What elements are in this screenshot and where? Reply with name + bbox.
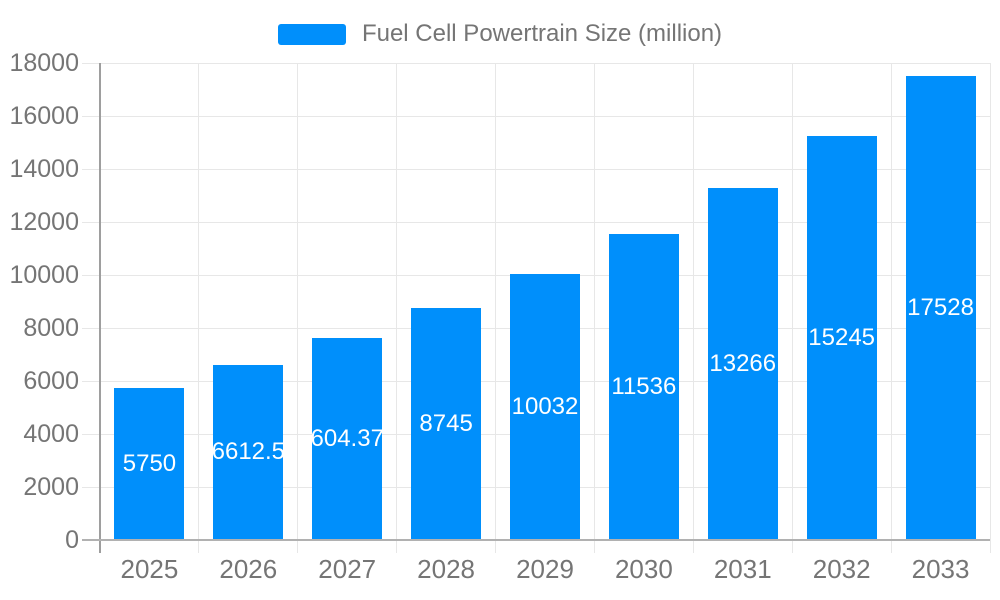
x-tick-label: 2025 xyxy=(120,554,179,584)
bar-value-label: 6612.5 xyxy=(213,438,284,466)
gridline-vertical xyxy=(593,63,595,553)
x-tick-label: 2033 xyxy=(911,554,970,584)
bar-value-label: 10032 xyxy=(511,393,579,421)
gridline-horizontal xyxy=(82,168,990,170)
x-tick-label: 2026 xyxy=(219,554,278,584)
legend-item[interactable]: Fuel Cell Powertrain Size (million) xyxy=(0,20,1000,48)
bar-value-label: 7604.375 xyxy=(312,425,383,453)
x-tick-label: 2027 xyxy=(318,554,377,584)
bar[interactable]: 10032 xyxy=(510,274,580,540)
bar[interactable]: 15245 xyxy=(806,136,877,540)
y-tick-label: 16000 xyxy=(9,102,79,130)
bar[interactable]: 5750 xyxy=(114,387,185,540)
x-axis-line xyxy=(82,539,990,541)
gridline-horizontal xyxy=(82,115,990,117)
bar-value-label: 5750 xyxy=(122,449,177,477)
y-tick-label: 2000 xyxy=(23,473,79,501)
y-tick-label: 8000 xyxy=(23,314,79,342)
x-tick-label: 2030 xyxy=(614,554,673,584)
bar-value-label: 15245 xyxy=(808,323,876,351)
bar[interactable]: 13266 xyxy=(707,188,778,540)
gridline-horizontal xyxy=(82,221,990,223)
legend-label: Fuel Cell Powertrain Size (million) xyxy=(361,20,723,47)
bar[interactable]: 17528 xyxy=(905,75,976,540)
x-tick-label: 2028 xyxy=(417,554,476,584)
legend-swatch-icon xyxy=(277,23,346,45)
x-tick-label: 2032 xyxy=(812,554,871,584)
gridline-vertical xyxy=(989,63,991,553)
bar-value-label: 8745 xyxy=(419,410,473,438)
y-tick-label: 0 xyxy=(65,526,79,554)
y-tick-label: 12000 xyxy=(9,208,79,236)
gridline-vertical xyxy=(495,63,497,553)
y-tick-label: 4000 xyxy=(23,420,79,448)
gridline-vertical xyxy=(198,63,200,553)
bar-value-label: 17528 xyxy=(907,293,974,321)
y-tick-label: 10000 xyxy=(9,261,79,289)
gridline-vertical xyxy=(297,63,299,553)
gridline-vertical xyxy=(692,63,694,553)
y-axis-line xyxy=(98,63,101,553)
bar[interactable]: 11536 xyxy=(608,234,679,540)
gridline-horizontal xyxy=(82,62,990,64)
bar[interactable]: 8745 xyxy=(411,308,482,540)
y-tick-label: 14000 xyxy=(9,155,79,183)
y-tick-label: 6000 xyxy=(23,367,79,395)
gridline-vertical xyxy=(890,63,892,553)
gridline-vertical xyxy=(791,63,793,553)
bar[interactable]: 7604.375 xyxy=(312,338,383,540)
bar-value-label: 11536 xyxy=(611,373,677,401)
y-tick-label: 18000 xyxy=(9,49,79,77)
x-tick-label: 2029 xyxy=(516,554,574,584)
bar-value-label: 13266 xyxy=(709,350,777,378)
gridline-vertical xyxy=(396,63,398,553)
bar[interactable]: 6612.5 xyxy=(213,364,284,540)
x-tick-label: 2031 xyxy=(713,554,772,584)
